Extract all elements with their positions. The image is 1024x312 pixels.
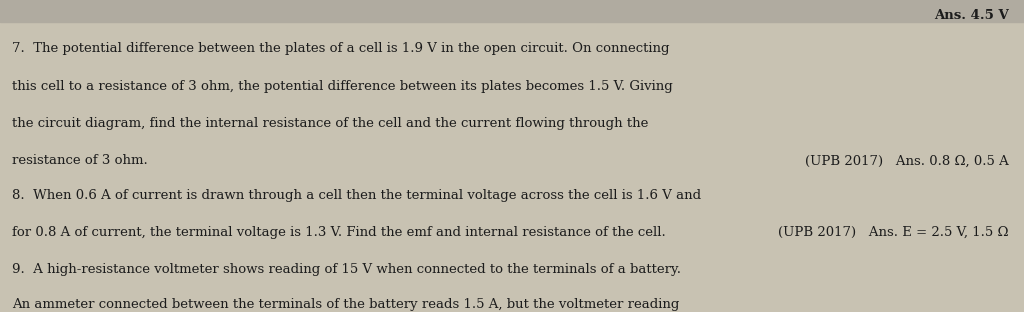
Text: for 0.8 A of current, the terminal voltage is 1.3 V. Find the emf and internal r: for 0.8 A of current, the terminal volta… [12, 226, 666, 239]
Text: 9.  A high-resistance voltmeter shows reading of 15 V when connected to the term: 9. A high-resistance voltmeter shows rea… [12, 263, 681, 276]
Bar [0, 0, 1024, 22]
Text: the circuit diagram, find the internal resistance of the cell and the current fl: the circuit diagram, find the internal r… [12, 117, 648, 130]
Text: (UPB 2017)   Ans. E = 2.5 V, 1.5 Ω: (UPB 2017) Ans. E = 2.5 V, 1.5 Ω [778, 226, 1009, 239]
Text: 8.  When 0.6 A of current is drawn through a cell then the terminal voltage acro: 8. When 0.6 A of current is drawn throug… [12, 189, 701, 202]
Text: resistance of 3 ohm.: resistance of 3 ohm. [12, 154, 148, 168]
Text: An ammeter connected between the terminals of the battery reads 1.5 A, but the v: An ammeter connected between the termina… [12, 298, 680, 311]
Text: (UPB 2017)   Ans. 0.8 Ω, 0.5 A: (UPB 2017) Ans. 0.8 Ω, 0.5 A [805, 154, 1009, 168]
Text: Ans. 4.5 V: Ans. 4.5 V [934, 9, 1009, 22]
Text: 7.  The potential difference between the plates of a cell is 1.9 V in the open c: 7. The potential difference between the … [12, 42, 670, 55]
Text: this cell to a resistance of 3 ohm, the potential difference between its plates : this cell to a resistance of 3 ohm, the … [12, 80, 673, 93]
